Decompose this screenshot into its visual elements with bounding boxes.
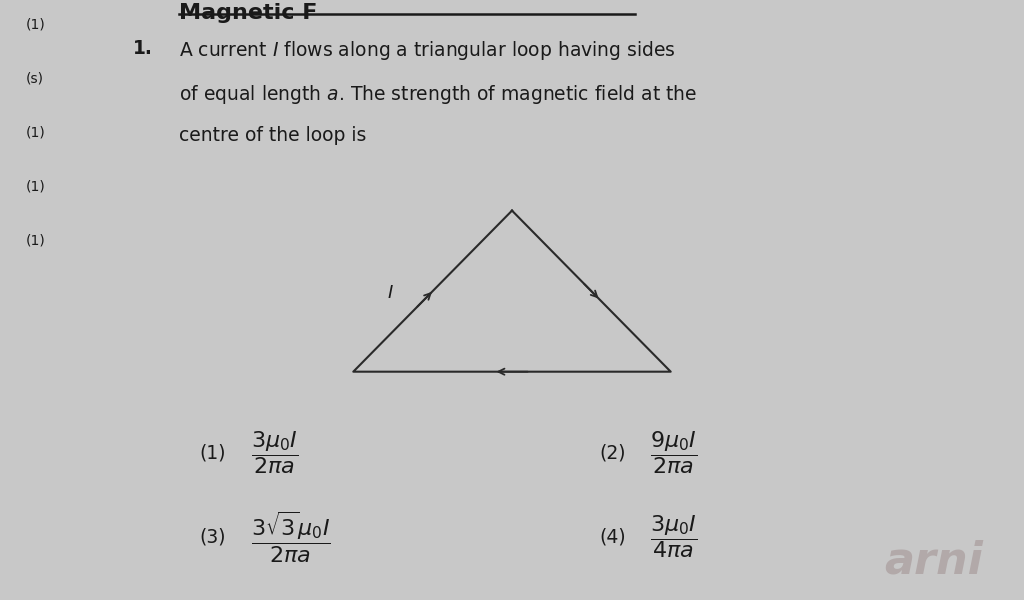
Text: centre of the loop is: centre of the loop is bbox=[179, 126, 367, 145]
Text: (s): (s) bbox=[26, 72, 44, 86]
Text: (4): (4) bbox=[599, 527, 626, 547]
Text: (1): (1) bbox=[26, 180, 45, 194]
Text: (1): (1) bbox=[26, 18, 45, 32]
Text: $\dfrac{3\sqrt{3}\mu_0 I}{2\pi a}$: $\dfrac{3\sqrt{3}\mu_0 I}{2\pi a}$ bbox=[251, 509, 331, 565]
Text: (1): (1) bbox=[26, 126, 45, 140]
Text: of equal length $a$. The strength of magnetic field at the: of equal length $a$. The strength of mag… bbox=[179, 83, 697, 106]
Text: Magnetic F: Magnetic F bbox=[179, 3, 317, 23]
Text: $\dfrac{3\mu_0 I}{2\pi a}$: $\dfrac{3\mu_0 I}{2\pi a}$ bbox=[251, 430, 298, 476]
Text: (3): (3) bbox=[200, 527, 226, 547]
Text: $\dfrac{3\mu_0 I}{4\pi a}$: $\dfrac{3\mu_0 I}{4\pi a}$ bbox=[650, 514, 697, 560]
Text: 1.: 1. bbox=[133, 39, 153, 58]
Text: arni: arni bbox=[884, 539, 983, 582]
Text: $I$: $I$ bbox=[387, 284, 394, 302]
Text: (2): (2) bbox=[599, 443, 626, 463]
Text: (1): (1) bbox=[26, 234, 45, 248]
Text: $\dfrac{9\mu_0 I}{2\pi a}$: $\dfrac{9\mu_0 I}{2\pi a}$ bbox=[650, 430, 697, 476]
Text: A current $I$ flows along a triangular loop having sides: A current $I$ flows along a triangular l… bbox=[179, 39, 676, 62]
Text: (1): (1) bbox=[200, 443, 226, 463]
